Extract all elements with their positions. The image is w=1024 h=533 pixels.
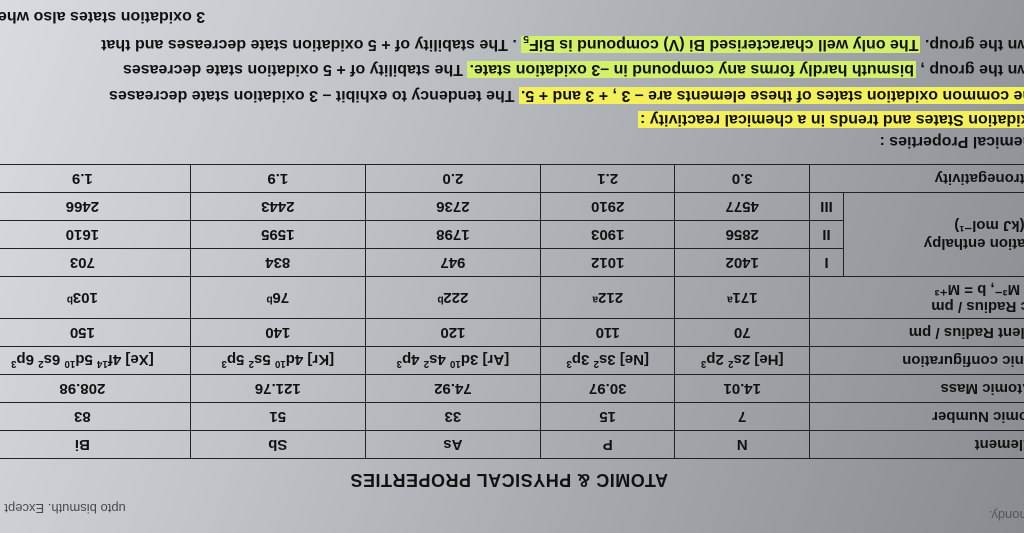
cell-bi: 150 xyxy=(0,319,190,347)
ie-sublabel: III xyxy=(810,193,844,221)
cell-sb: 1595 xyxy=(190,221,365,249)
cell-p: 1012 xyxy=(540,249,675,277)
table-row: Element N P As Sb Bi xyxy=(0,431,1024,459)
cell-n: 171ᵃ xyxy=(675,277,810,319)
cell-p: 2.1 xyxy=(540,165,675,193)
cell-sb: 51 xyxy=(190,403,365,431)
cell-sb: 2443 xyxy=(190,193,365,221)
section-heading: ATOMIC & PHYSICAL PROPERTIES xyxy=(0,469,1024,490)
cell-sb: 76ᵇ xyxy=(190,277,365,319)
cell-sb: 121.76 xyxy=(190,375,365,403)
table-row: Atomic Mass 14.01 30.97 74.92 121.76 208… xyxy=(0,375,1024,403)
cell-bi: 1.9 xyxy=(0,165,190,193)
cell-n: 4577 xyxy=(675,193,810,221)
cell-p: P xyxy=(540,431,675,459)
table-row: ctronegativity 3.0 2.1 2.0 1.9 1.9 xyxy=(0,165,1024,193)
cell-sb: 834 xyxy=(190,249,365,277)
cell-n: 14.01 xyxy=(675,375,810,403)
ie-sublabel: I xyxy=(810,249,844,277)
page-margin-row: ohondy. upto bismuth. Except ✱ xyxy=(0,498,1024,523)
cell-as: [Ar] 3d10 4s2 4p3 xyxy=(365,347,540,375)
cell-n: 7 xyxy=(675,403,810,431)
margin-right-fragment: upto bismuth. Except ✱ xyxy=(0,498,126,523)
cell-sb: [Kr] 4d10 5s2 5p3 xyxy=(190,347,365,375)
table-row: tomic Number 7 15 33 51 83 xyxy=(0,403,1024,431)
table-row: zation enthalpy / (kJ mol⁻¹) I 1402 1012… xyxy=(0,249,1024,277)
oxidation-states-subheading: Oxidation States and trends in a chemica… xyxy=(0,110,1024,128)
cell-p: 2910 xyxy=(540,193,675,221)
cell-as: 33 xyxy=(365,403,540,431)
table-row: alent Radius / pm 70 110 120 140 150 xyxy=(0,319,1024,347)
row-label-electronegativity: ctronegativity xyxy=(810,165,1024,193)
page-content: ohondy. upto bismuth. Except ✱ ATOMIC & … xyxy=(0,3,1024,533)
table-row: onic configuration [He] 2s2 2p3 [Ne] 3s2… xyxy=(0,347,1024,375)
cell-sb: 140 xyxy=(190,319,365,347)
cell-n: 2856 xyxy=(675,221,810,249)
cell-p: [Ne] 3s2 3p3 xyxy=(540,347,675,375)
cell-bi: 1610 xyxy=(0,221,190,249)
cell-sb: 1.9 xyxy=(190,165,365,193)
highlighted-text: The common oxidation states of these ele… xyxy=(519,87,1024,104)
highlighted-text: The only well characterised Bi (V) compo… xyxy=(521,36,920,53)
chemical-properties-heading: Chemical Properties : xyxy=(0,132,1024,150)
cell-n: 3.0 xyxy=(675,165,810,193)
row-label-electron-config: onic configuration xyxy=(810,347,1024,375)
cell-as: 2.0 xyxy=(365,165,540,193)
cell-n: [He] 2s2 2p3 xyxy=(675,347,810,375)
cell-bi: 703 xyxy=(0,249,190,277)
row-label-element: Element xyxy=(810,431,1024,459)
cell-p: 110 xyxy=(540,319,675,347)
cell-as: 1798 xyxy=(365,221,540,249)
ie-sublabel: II xyxy=(810,221,844,249)
cell-n: 70 xyxy=(675,319,810,347)
cell-sb: Sb xyxy=(190,431,365,459)
properties-table: Element N P As Sb Bi tomic Number 7 15 3… xyxy=(0,164,1024,459)
cell-as: 947 xyxy=(365,249,540,277)
cell-bi: 208.98 xyxy=(0,375,190,403)
cell-p: 30.97 xyxy=(540,375,675,403)
row-label-atomic-number: tomic Number xyxy=(810,403,1024,431)
highlighted-text: bismuth hardly forms any compound in –3 … xyxy=(468,61,917,78)
cell-as: As xyxy=(365,431,540,459)
margin-star-icon: ✱ xyxy=(0,499,1,521)
cell-bi: Bi xyxy=(0,431,190,459)
row-label-atomic-mass: Atomic Mass xyxy=(810,375,1024,403)
cell-bi: 2466 xyxy=(0,193,190,221)
margin-left-fragment: ohondy. xyxy=(989,498,1024,523)
cell-as: 2736 xyxy=(365,193,540,221)
cell-p: 15 xyxy=(540,403,675,431)
cell-n: N xyxy=(675,431,810,459)
cell-bi: 83 xyxy=(0,403,190,431)
cell-bi: [Xe] 4f14 5d10 6s2 6p3 xyxy=(0,347,190,375)
body-paragraph: The common oxidation states of these ele… xyxy=(0,29,1024,108)
row-label-ionization-enthalpy: zation enthalpy / (kJ mol⁻¹) xyxy=(844,193,1024,277)
cell-as: 222ᵇ xyxy=(365,277,540,319)
cell-as: 120 xyxy=(365,319,540,347)
cell-p: 212ᵃ xyxy=(540,277,675,319)
row-label-ionic-radius: ic Radius / pm = M³⁻, b = M⁺³ xyxy=(810,277,1024,319)
cell-n: 1402 xyxy=(675,249,810,277)
cell-as: 74.92 xyxy=(365,375,540,403)
row-label-covalent-radius: alent Radius / pm xyxy=(810,319,1024,347)
cell-bi: 103ᵇ xyxy=(0,277,190,319)
cell-p: 1903 xyxy=(540,221,675,249)
table-row: ic Radius / pm = M³⁻, b = M⁺³ 171ᵃ 212ᵃ … xyxy=(0,277,1024,319)
